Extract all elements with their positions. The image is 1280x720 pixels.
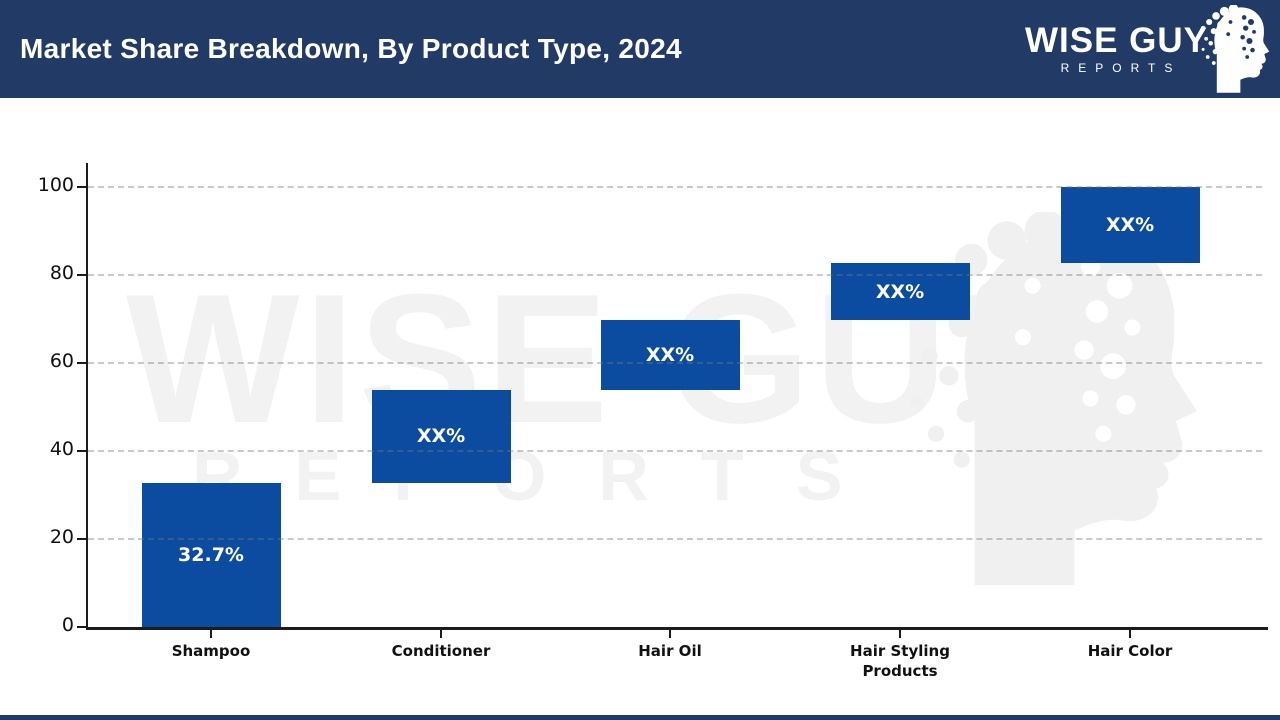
y-tick-label-100: 100 [37, 174, 74, 196]
y-tick-80 [77, 274, 86, 276]
gridline-60 [88, 362, 1262, 364]
wiseguy-logo-text: WISE GUY REPORTS [1025, 23, 1208, 75]
x-tick [1129, 630, 1131, 638]
x-tick [210, 630, 212, 638]
y-tick-60 [77, 362, 86, 364]
bar-value-label: XX% [875, 280, 925, 303]
x-category-label: Hair Color [1087, 642, 1173, 660]
x-category-label: Hair Styling Products [850, 642, 950, 681]
gridline-80 [88, 274, 1262, 276]
bar-shampoo [141, 483, 281, 627]
gridline-20 [88, 538, 1262, 540]
x-category-label: Conditioner [391, 642, 491, 660]
bar-hair-oil [600, 319, 740, 390]
footer-strip [0, 715, 1280, 720]
wiseguy-face-icon [1200, 5, 1270, 93]
y-tick-20 [77, 538, 86, 540]
x-tick [440, 630, 442, 638]
y-tick-40 [77, 450, 86, 452]
bar-value-label: 32.7% [178, 544, 244, 567]
logo-line2: REPORTS [1060, 61, 1182, 75]
header-bar: Market Share Breakdown, By Product Type,… [0, 0, 1280, 98]
x-axis-line [86, 627, 1268, 630]
y-tick-label-60: 60 [49, 350, 74, 372]
y-axis-line [86, 163, 88, 630]
bar-conditioner [371, 389, 511, 484]
y-tick-label-40: 40 [49, 438, 74, 460]
y-tick-label-80: 80 [49, 262, 74, 284]
y-tick-100 [77, 186, 86, 188]
y-tick-label-0: 0 [61, 614, 74, 636]
x-category-label: Shampoo [171, 642, 251, 660]
bar-value-label: XX% [1105, 214, 1155, 237]
gridline-100 [88, 186, 1262, 188]
y-tick-0 [77, 626, 86, 628]
y-tick-label-20: 20 [49, 526, 74, 548]
page-title: Market Share Breakdown, By Product Type,… [20, 33, 682, 64]
bar-value-label: XX% [416, 425, 466, 448]
x-tick [669, 630, 671, 638]
gridline-40 [88, 450, 1262, 452]
bar-value-label: XX% [645, 343, 695, 366]
wiseguy-logo: WISE GUY REPORTS [1025, 5, 1280, 93]
x-tick [899, 630, 901, 638]
x-category-label: Hair Oil [638, 642, 702, 660]
logo-line1: WISE GUY [1024, 21, 1208, 60]
